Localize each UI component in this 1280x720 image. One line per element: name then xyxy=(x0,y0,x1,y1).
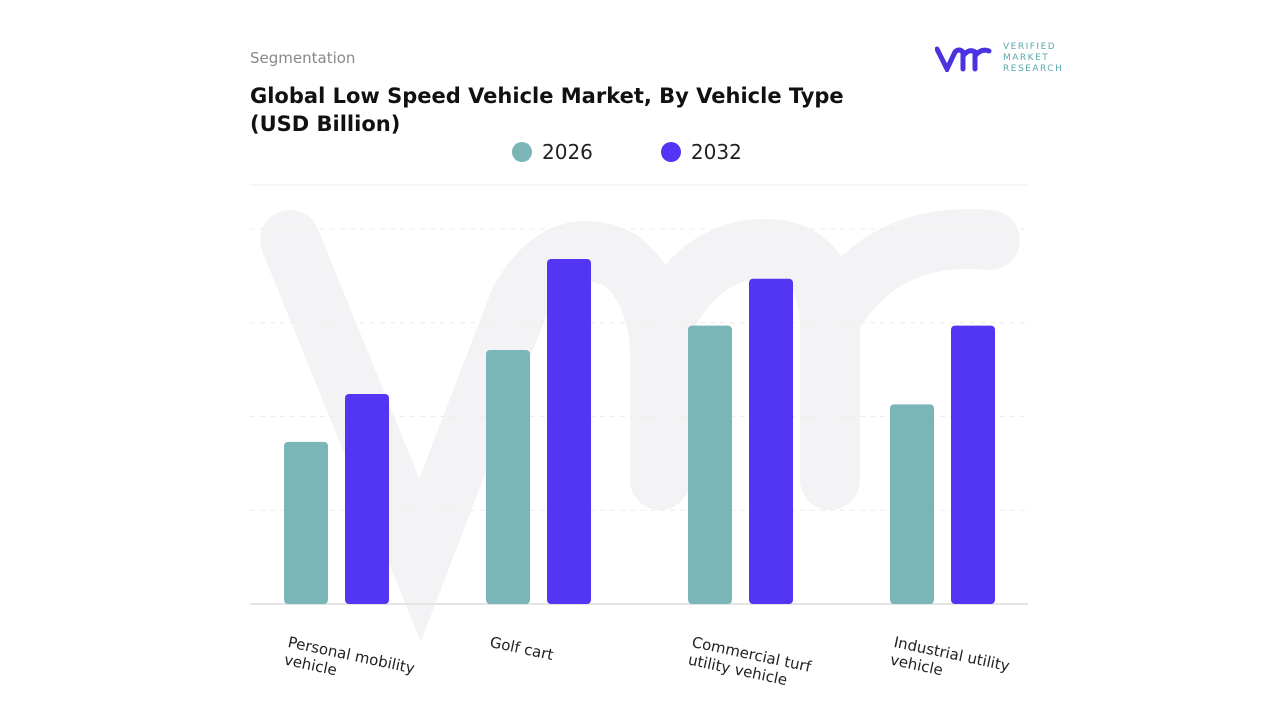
bar-2026-3 xyxy=(890,404,934,604)
bar-2026-2 xyxy=(688,325,732,604)
chart-title: Global Low Speed Vehicle Market, By Vehi… xyxy=(250,84,844,136)
bar-2026-0 xyxy=(284,441,328,604)
legend: 2026 2032 xyxy=(512,140,742,164)
legend-label: 2026 xyxy=(542,140,593,164)
legend-swatch xyxy=(660,142,681,162)
bar-2032-3 xyxy=(951,325,995,604)
bar-2032-0 xyxy=(345,394,389,604)
logo-text: VERIFIED MARKET RESEARCH xyxy=(1003,42,1064,74)
bar-2032-2 xyxy=(749,278,793,604)
legend-swatch xyxy=(512,142,532,162)
legend-item-2032: 2032 xyxy=(660,140,742,164)
segmentation-label: Segmentation xyxy=(250,49,356,67)
legend-label: 2032 xyxy=(690,140,742,164)
bar-2032-1 xyxy=(547,259,591,604)
legend-item-2026: 2026 xyxy=(512,140,593,164)
bar-2026-1 xyxy=(486,349,530,604)
watermark-logo xyxy=(260,209,1020,642)
vmr-logo: VERIFIED MARKET RESEARCH xyxy=(935,42,1073,75)
vmr-logo-mark xyxy=(935,46,992,72)
